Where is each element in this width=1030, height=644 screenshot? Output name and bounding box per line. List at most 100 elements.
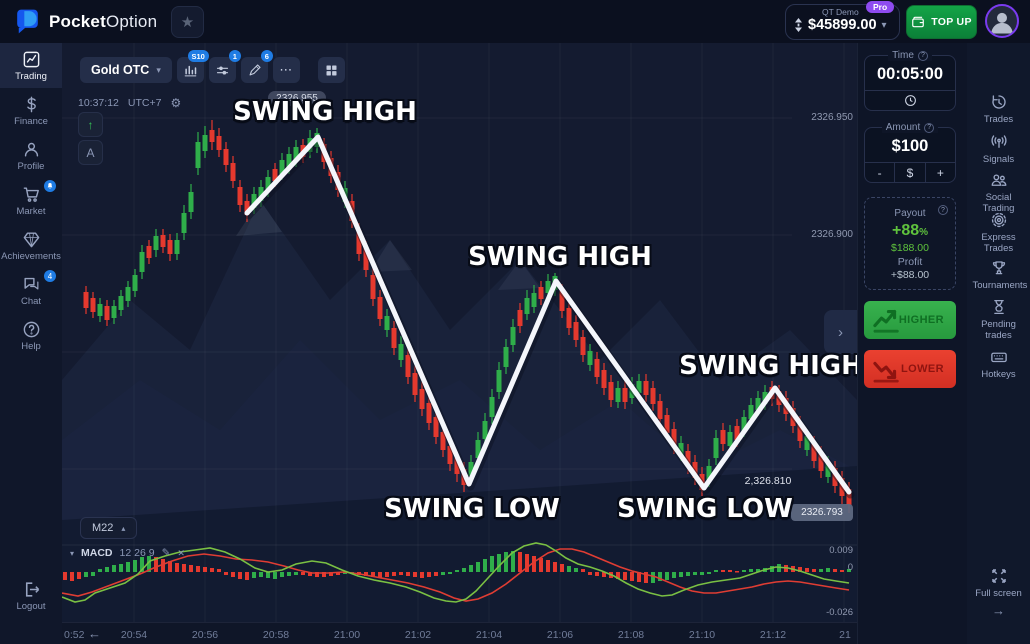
macd-header: ▾ MACD 12 26 9 ✎ ✕ (70, 547, 185, 559)
rail-item-signals[interactable]: Signals (967, 133, 1030, 166)
sidebar-item-chat[interactable]: 4 Chat (0, 268, 62, 313)
swing-annotation: SWING HIGH (679, 351, 857, 381)
rail-item-label: Social Trading (982, 192, 1015, 214)
scroll-right-icon[interactable]: → (992, 603, 1005, 618)
profile-icon (22, 140, 41, 159)
rail-item-hotkeys[interactable]: Hotkeys (967, 348, 1030, 381)
chevron-down-icon[interactable]: ▾ (70, 548, 75, 558)
avatar[interactable] (985, 4, 1019, 38)
amount-increase-button[interactable]: + (924, 163, 955, 182)
higher-button[interactable]: HIGHER (864, 301, 956, 339)
panel-collapse-tab[interactable]: › (824, 310, 857, 354)
amount-currency-button[interactable]: $ (894, 163, 924, 182)
price-chart[interactable]: 2,326.810 (62, 43, 857, 644)
express-trades-icon (990, 211, 1008, 229)
time-axis[interactable]: 0:52 20:54 20:56 20:58 21:00 21:02 21:04 21:06 2… (62, 622, 857, 644)
tool-count-badge: 1 (228, 50, 241, 62)
sidebar-item-label: Market (16, 206, 46, 217)
brand-logo[interactable]: PocketOption (14, 8, 157, 35)
sidebar-item-finance[interactable]: Finance (0, 88, 62, 133)
sidebar-item-market[interactable]: Market (0, 178, 62, 223)
time-axis-label: 21:02 (404, 629, 432, 641)
help-circle-icon[interactable]: ? (924, 122, 935, 133)
payout-total: $188.00 (891, 242, 929, 254)
edit-icon[interactable]: ✎ (161, 547, 171, 559)
current-price-label: 2326.793 (791, 504, 853, 521)
chart-gridlines (62, 43, 845, 622)
timeframe-selector[interactable]: M22 ▴ (80, 517, 138, 539)
text-tool-button[interactable]: A (78, 140, 103, 165)
sidebar-item-achievements[interactable]: Achievements (0, 223, 62, 268)
trend-up-icon (873, 310, 899, 333)
time-axis-label: 20:56 (191, 629, 219, 641)
rail-item-label: Express Trades (981, 232, 1016, 254)
clock-timezone: UTC+7 (127, 97, 162, 109)
tool-count-badge: S10 (187, 50, 209, 62)
amount-value[interactable]: $100 (891, 137, 929, 155)
time-mode-toggle[interactable] (865, 90, 955, 110)
amount-decrease-button[interactable]: - (877, 165, 882, 180)
amount-widget[interactable]: Amount? $100 - $ + (864, 122, 956, 183)
gear-icon[interactable]: ⚙ (170, 96, 182, 110)
chart-area[interactable]: 2,326.810 Gold OTC ▾ S10 1 6 ⋯ 10:37:12 UTC… (62, 43, 857, 644)
chart-toolbar: Gold OTC ▾ S10 1 6 ⋯ (80, 50, 345, 83)
rail-item-trades[interactable]: Trades (967, 93, 1030, 126)
sidebar-item-help[interactable]: Help (0, 313, 62, 358)
chevron-up-icon: ▴ (121, 523, 126, 533)
amount-label: Amount (885, 122, 921, 133)
scroll-left-icon[interactable]: ← (88, 626, 101, 641)
fullscreen-button[interactable]: Full screen → (967, 567, 1030, 618)
marker-up-button[interactable]: ↑ (78, 112, 103, 137)
asset-selector[interactable]: Gold OTC ▾ (80, 57, 172, 83)
profit-value: +$88.00 (890, 269, 930, 281)
lower-button[interactable]: LOWER (864, 350, 956, 388)
trend-down-icon (873, 361, 899, 383)
macd-axis-label: 0.009 (829, 545, 853, 556)
price-axis-label: 2326.950 (811, 112, 853, 123)
user-icon (991, 12, 1013, 34)
sidebar-item-label: Logout (16, 601, 46, 612)
time-widget[interactable]: Time? 00:05:00 (864, 50, 956, 111)
clock-time: 10:37:12 (78, 97, 119, 109)
price-axis-label: 2326.900 (811, 229, 853, 240)
sidebar-item-label: Trading (15, 71, 47, 82)
sidebar-item-trading[interactable]: Trading (0, 43, 62, 88)
help-icon (22, 320, 41, 339)
drawings-button[interactable]: 6 (240, 50, 273, 83)
close-icon[interactable]: ✕ (177, 547, 185, 558)
social-trading-icon (990, 171, 1008, 189)
layout-button[interactable] (317, 57, 345, 83)
draw-icon (247, 63, 262, 78)
rail-item-express-trades[interactable]: Express Trades (967, 211, 1030, 254)
clock-icon (904, 95, 916, 106)
tournaments-icon (990, 259, 1008, 277)
top-up-button[interactable]: TOP UP (906, 5, 977, 39)
profit-label: Profit (897, 256, 923, 268)
sliders-icon (215, 63, 230, 78)
payout-label: Payout (894, 208, 926, 219)
rail-item-social-trading[interactable]: Social Trading (967, 171, 1030, 214)
help-circle-icon[interactable]: ? (938, 205, 948, 215)
help-circle-icon[interactable]: ? (917, 50, 928, 61)
lower-label: LOWER (901, 363, 944, 375)
pro-badge: Pro (866, 1, 895, 13)
rail-item-pending-trades[interactable]: Pending trades (967, 298, 1030, 341)
swing-annotation: SWING LOW (617, 494, 793, 524)
sidebar-item-profile[interactable]: Profile (0, 133, 62, 178)
more-button[interactable]: ⋯ (272, 57, 300, 83)
sidebar-item-logout[interactable]: Logout (0, 573, 62, 618)
time-axis-label: 21:08 (617, 629, 645, 641)
swing-annotation: SWING HIGH (233, 97, 417, 127)
account-selector[interactable]: QT Demo Pro $45899.00 ▾ (785, 1, 900, 40)
bell-icon (46, 182, 54, 190)
settings-button[interactable]: 1 (208, 50, 241, 83)
time-axis-label: 21 (839, 629, 851, 641)
rail-item-tournaments[interactable]: Tournaments (967, 259, 1030, 292)
macd-params: 12 26 9 (119, 547, 155, 559)
indicators-button[interactable]: S10 (176, 50, 209, 83)
chevron-down-icon: ▾ (156, 64, 161, 75)
favorite-button[interactable]: ★ (171, 6, 204, 38)
time-value[interactable]: 00:05:00 (876, 65, 944, 83)
rail-item-label: Trades (983, 114, 1014, 125)
macd-panel (62, 542, 851, 603)
